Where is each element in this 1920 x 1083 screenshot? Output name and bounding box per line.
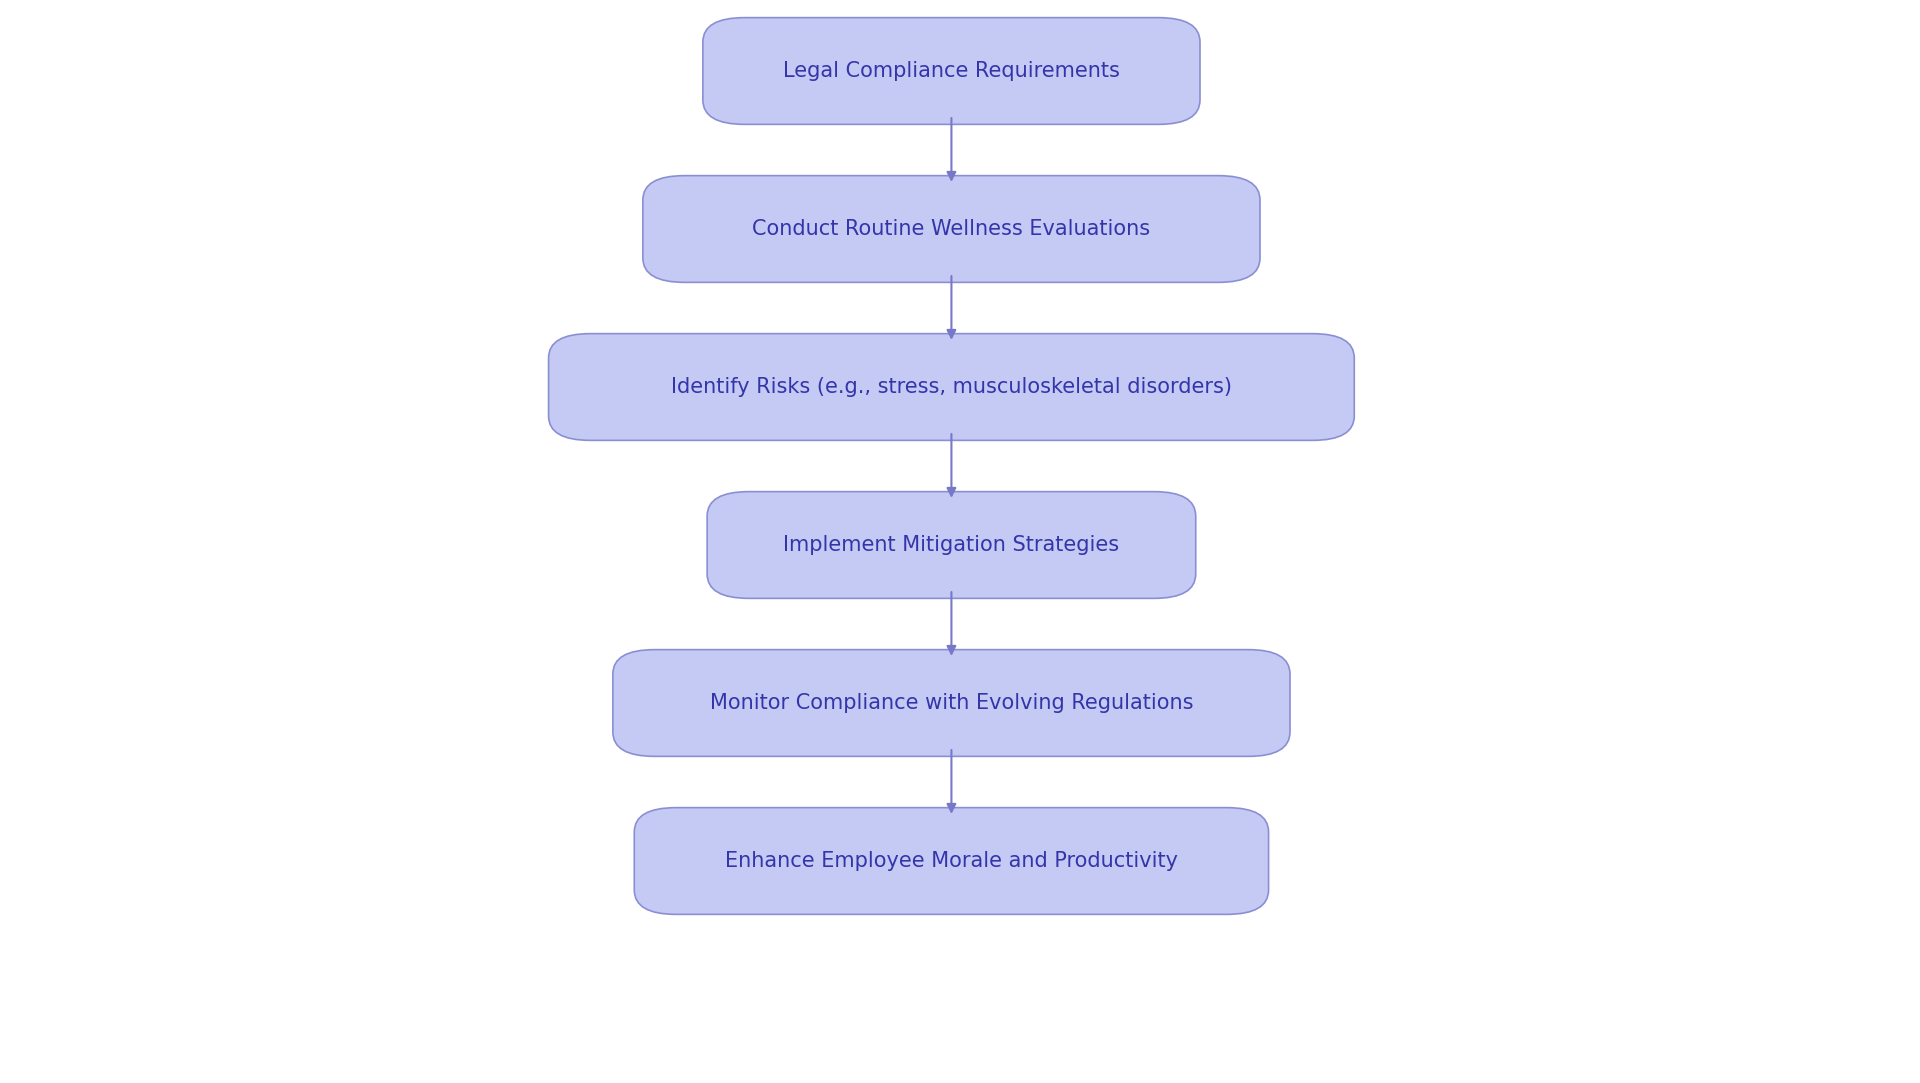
Text: Conduct Routine Wellness Evaluations: Conduct Routine Wellness Evaluations xyxy=(753,219,1150,239)
Text: Monitor Compliance with Evolving Regulations: Monitor Compliance with Evolving Regulat… xyxy=(710,693,1192,713)
FancyBboxPatch shape xyxy=(703,17,1200,125)
FancyBboxPatch shape xyxy=(612,650,1290,756)
FancyBboxPatch shape xyxy=(549,334,1354,441)
FancyBboxPatch shape xyxy=(707,492,1196,599)
Text: Implement Mitigation Strategies: Implement Mitigation Strategies xyxy=(783,535,1119,554)
Text: Legal Compliance Requirements: Legal Compliance Requirements xyxy=(783,61,1119,81)
FancyBboxPatch shape xyxy=(643,175,1260,283)
FancyBboxPatch shape xyxy=(634,808,1269,914)
Text: Identify Risks (e.g., stress, musculoskeletal disorders): Identify Risks (e.g., stress, musculoske… xyxy=(670,377,1233,397)
Text: Enhance Employee Morale and Productivity: Enhance Employee Morale and Productivity xyxy=(726,851,1179,871)
